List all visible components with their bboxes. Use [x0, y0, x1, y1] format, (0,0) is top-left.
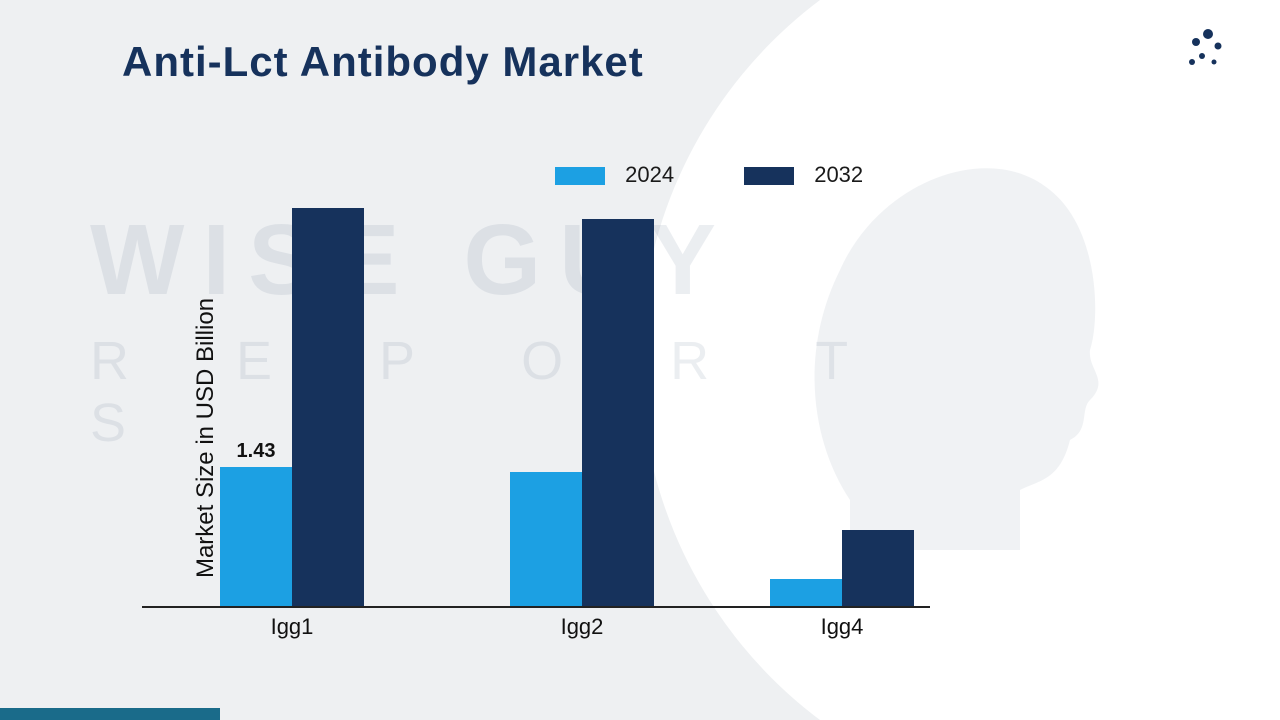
- chart-area: Market Size in USD Billion Igg1Igg2Igg4 …: [100, 198, 930, 678]
- bottom-accent-bar: [0, 708, 220, 720]
- bar-Igg1-2024: [220, 467, 292, 606]
- chart-legend: 2024 2032: [555, 162, 863, 188]
- x-label-2: Igg4: [821, 614, 864, 640]
- brand-logo: WISE GUY R E P O R T S: [990, 18, 1250, 143]
- x-label-1: Igg2: [561, 614, 604, 640]
- x-axis-labels: Igg1 Igg2 Igg4: [142, 610, 930, 640]
- bar-Igg2-2024: [510, 472, 582, 606]
- logo-sub-text: R E P O R T S: [990, 92, 1250, 143]
- bar-Igg4-2024: [770, 579, 842, 606]
- logo-head-icon: [1170, 12, 1250, 92]
- stage: WISE GUY R E P O R T S Anti-Lct Antibody…: [0, 0, 1280, 720]
- value-label: 1.43: [237, 440, 276, 463]
- bar-Igg2-2032: [582, 219, 654, 606]
- x-axis-line: [142, 606, 930, 608]
- plot-area: Igg1 Igg2 Igg4 1.43: [142, 198, 930, 638]
- chart-title: Anti-Lct Antibody Market: [122, 38, 644, 86]
- legend-label-0: 2024: [625, 162, 674, 187]
- x-label-0: Igg1: [271, 614, 314, 640]
- bar-Igg1-2032: [292, 208, 364, 606]
- legend-swatch-1: [744, 167, 794, 185]
- legend-label-1: 2032: [814, 162, 863, 187]
- bar-Igg4-2032: [842, 530, 914, 606]
- legend-swatch-0: [555, 167, 605, 185]
- legend-item-0: 2024: [555, 162, 674, 188]
- legend-item-1: 2032: [744, 162, 863, 188]
